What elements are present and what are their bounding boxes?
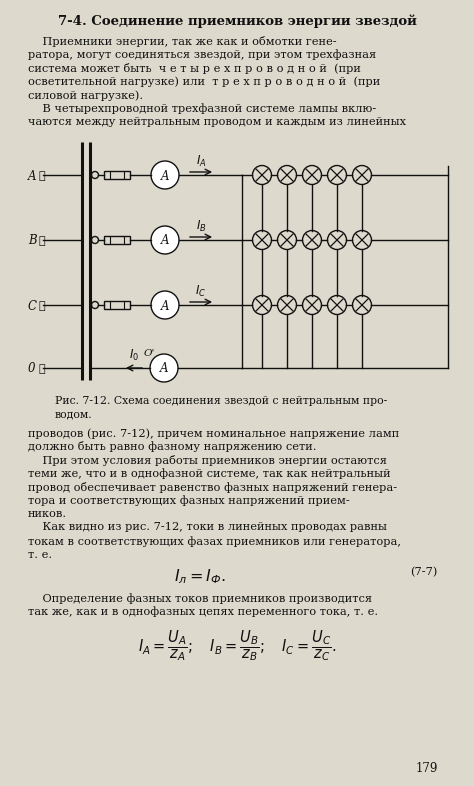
Text: O': O' bbox=[143, 350, 155, 358]
Text: чаются между нейтральным проводом и каждым из линейных: чаются между нейтральным проводом и кажд… bbox=[28, 117, 406, 127]
Circle shape bbox=[253, 166, 272, 185]
Text: A: A bbox=[161, 234, 169, 248]
Circle shape bbox=[150, 354, 178, 382]
Circle shape bbox=[353, 296, 372, 314]
Circle shape bbox=[277, 166, 297, 185]
Text: Определение фазных токов приемников производится: Определение фазных токов приемников прои… bbox=[28, 593, 372, 604]
Bar bbox=[104, 301, 130, 309]
Circle shape bbox=[353, 230, 372, 249]
Text: A: A bbox=[161, 170, 169, 182]
Text: ников.: ников. bbox=[28, 509, 67, 519]
Text: ∅: ∅ bbox=[39, 364, 46, 374]
Text: При этом условия работы приемников энергии остаются: При этом условия работы приемников энерг… bbox=[28, 455, 387, 466]
Text: (7-7): (7-7) bbox=[410, 567, 438, 577]
Text: Приемники энергии, так же как и обмотки гене-: Приемники энергии, так же как и обмотки … bbox=[28, 36, 337, 47]
Text: A: A bbox=[161, 299, 169, 313]
Text: ∅: ∅ bbox=[39, 171, 46, 181]
Circle shape bbox=[302, 230, 321, 249]
Circle shape bbox=[277, 230, 297, 249]
Text: силовой нагрузке).: силовой нагрузке). bbox=[28, 90, 143, 101]
Text: A: A bbox=[160, 362, 168, 376]
Text: A: A bbox=[28, 170, 36, 182]
Bar bbox=[104, 236, 130, 244]
Text: ∅: ∅ bbox=[39, 236, 46, 246]
Text: В четырехпроводной трехфазной системе лампы вклю-: В четырехпроводной трехфазной системе ла… bbox=[28, 104, 376, 114]
Bar bbox=[104, 171, 130, 179]
Text: т. е.: т. е. bbox=[28, 549, 52, 560]
Circle shape bbox=[302, 296, 321, 314]
Text: $I_A = \dfrac{U_A}{z_A};\quad I_B = \dfrac{U_B}{z_B};\quad I_C = \dfrac{U_C}{z_C: $I_A = \dfrac{U_A}{z_A};\quad I_B = \dfr… bbox=[138, 628, 336, 663]
Text: $I_C$: $I_C$ bbox=[195, 284, 207, 299]
Circle shape bbox=[91, 302, 99, 308]
Circle shape bbox=[91, 237, 99, 244]
Text: система может быть  ч е т ы р е х п р о в о д н о й  (при: система может быть ч е т ы р е х п р о в… bbox=[28, 63, 361, 74]
Circle shape bbox=[151, 291, 179, 319]
Circle shape bbox=[151, 226, 179, 254]
Text: $I_A$: $I_A$ bbox=[196, 153, 206, 168]
Text: B: B bbox=[28, 234, 36, 248]
Circle shape bbox=[328, 296, 346, 314]
Text: ратора, могут соединяться звездой, при этом трехфазная: ратора, могут соединяться звездой, при э… bbox=[28, 50, 376, 61]
Circle shape bbox=[353, 166, 372, 185]
Circle shape bbox=[253, 230, 272, 249]
Circle shape bbox=[328, 230, 346, 249]
Circle shape bbox=[253, 296, 272, 314]
Text: так же, как и в однофазных цепях переменного тока, т. е.: так же, как и в однофазных цепях перемен… bbox=[28, 607, 378, 617]
Text: 0: 0 bbox=[28, 362, 36, 376]
Text: 179: 179 bbox=[416, 762, 438, 775]
Circle shape bbox=[151, 161, 179, 189]
Text: проводов (рис. 7-12), причем номинальное напряжение ламп: проводов (рис. 7-12), причем номинальное… bbox=[28, 428, 399, 439]
Text: $I_0$: $I_0$ bbox=[129, 347, 139, 362]
Circle shape bbox=[328, 166, 346, 185]
Text: 7-4. Соединение приемников энергии звездой: 7-4. Соединение приемников энергии звезд… bbox=[57, 14, 417, 28]
Circle shape bbox=[277, 296, 297, 314]
Text: $I_л = I_Ф.$: $I_л = I_Ф.$ bbox=[174, 567, 226, 586]
Text: осветительной нагрузке) или  т р е х п р о в о д н о й  (при: осветительной нагрузке) или т р е х п р … bbox=[28, 76, 380, 87]
Text: Как видно из рис. 7-12, токи в линейных проводах равны: Как видно из рис. 7-12, токи в линейных … bbox=[28, 523, 387, 532]
Text: C: C bbox=[28, 299, 37, 313]
Text: токам в соответствующих фазах приемников или генератора,: токам в соответствующих фазах приемников… bbox=[28, 536, 401, 547]
Circle shape bbox=[91, 171, 99, 178]
Text: теми же, что и в однофазной системе, так как нейтральный: теми же, что и в однофазной системе, так… bbox=[28, 468, 391, 479]
Text: провод обеспечивает равенство фазных напряжений генера-: провод обеспечивает равенство фазных нап… bbox=[28, 482, 397, 493]
Text: тора и соответствующих фазных напряжений прием-: тора и соответствующих фазных напряжений… bbox=[28, 495, 350, 506]
Text: $I_B$: $I_B$ bbox=[196, 219, 206, 233]
Circle shape bbox=[302, 166, 321, 185]
Text: должно быть равно фазному напряжению сети.: должно быть равно фазному напряжению сет… bbox=[28, 442, 317, 453]
Text: Рис. 7-12. Схема соединения звездой с нейтральным про-
водом.: Рис. 7-12. Схема соединения звездой с не… bbox=[55, 396, 387, 419]
Text: ∅: ∅ bbox=[39, 301, 46, 311]
